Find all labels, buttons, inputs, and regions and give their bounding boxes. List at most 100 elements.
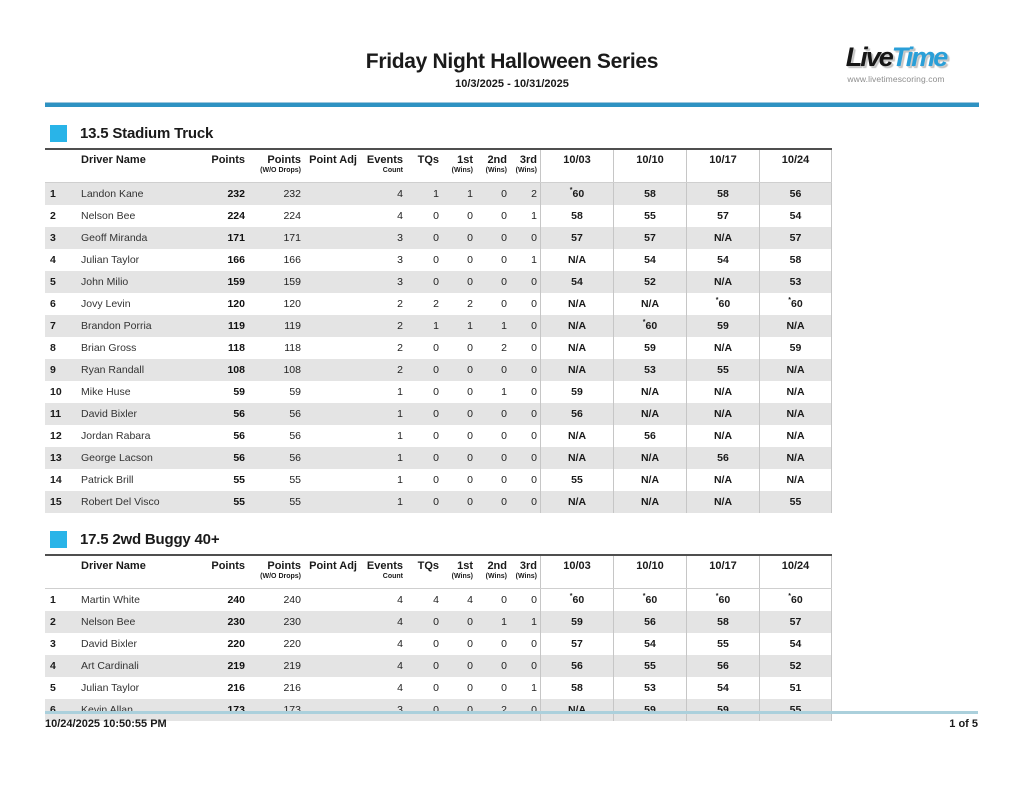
cell-events-count: 2 [397,342,403,355]
cell-wins-1st: 0 [467,254,473,267]
cell-rank: 4 [50,254,56,267]
cell-event-score: N/A [759,315,832,338]
cell-event-score: 55 [613,205,686,228]
cell-events-count: 1 [397,496,403,509]
class-section: 13.5 Stadium Truck Driver Name Points Point… [45,122,1024,514]
cell-tqs: 0 [433,682,439,695]
cell-points: 220 [227,638,245,651]
cell-event-score: 57 [613,227,686,250]
cell-event-score: 53 [759,271,832,294]
section-title: 17.5 2wd Buggy 40+ [80,530,220,548]
header-cell: Points (W/O Drops) [248,150,304,182]
cell-event-score: 51 [759,677,832,700]
cell-driver-name: Nelson Bee [81,616,136,629]
header-cell-date: 10/03 [540,556,613,589]
cell-event-score: N/A [759,381,832,404]
cell-points-wo-drops: 171 [283,232,301,245]
cell-event-score: 56 [613,425,686,448]
cell-event-score: N/A [759,359,832,382]
header-cell: TQs [406,150,442,182]
cell-points-wo-drops: 55 [289,474,301,487]
cell-tqs: 0 [433,386,439,399]
cell-events-count: 3 [360,699,406,721]
cell-rank: 14 [50,474,62,487]
cell-rank: 5 [50,276,56,289]
cell-points: 108 [227,364,245,377]
cell-event-score: 57 [540,227,613,250]
cell-points-wo-drops: 224 [283,210,301,223]
cell-event-score: 55 [759,699,832,722]
cell-events-count: 4 [397,660,403,673]
cell-rank: 9 [50,364,56,377]
cell-wins-2nd: 0 [501,232,507,245]
header-cell: Points [200,150,248,182]
header-cell: Points [200,556,248,588]
standings-sections: 13.5 Stadium Truck Driver Name Points Point… [45,122,1024,722]
cell-event-score: 58 [613,183,686,206]
header-sublabel: (Wins) [515,166,537,174]
header-date-label: 10/24 [781,154,810,167]
section-titlebar: 17.5 2wd Buggy 40+ [45,528,1024,550]
header-sublabel: (Wins) [515,572,537,580]
cell-wins-3rd: 0 [531,660,537,673]
cell-points-wo-drops: 119 [284,320,301,333]
header-cell-date: 10/03 [540,150,613,183]
header-cell: 1st (Wins) [442,556,476,588]
table-row: 14 Patrick Brill 55 55 1 0 0 0 0 55 N/A N/A N/A [45,469,832,492]
cell-point-adj [304,293,360,315]
cell-wins-1st: 0 [467,616,473,629]
cell-event-score: N/A [686,337,759,360]
cell-tqs: 0 [433,638,439,651]
logo-live-text: Live [845,42,894,72]
header-label: Points [211,560,245,573]
table-row: 10 Mike Huse 59 59 1 0 0 1 0 59 N/A N/A N/A [45,381,832,404]
cell-event-score: *60 [540,589,613,612]
header-date-label: 10/17 [709,560,737,573]
cell-tqs: 0 [433,496,439,509]
cell-event-score: *60 [613,315,686,338]
table-row: 1 Martin White 240 240 4 4 4 0 0 *60 *60 *60 *60 [45,589,832,612]
cell-tqs: 4 [433,594,439,607]
cell-driver-name: Art Cardinali [81,660,139,673]
cell-event-score: 54 [540,271,613,294]
cell-point-adj [304,183,360,205]
cell-events-count: 3 [397,232,403,245]
cell-event-score: N/A [759,447,832,470]
cell-event-score: N/A [613,381,686,404]
section-marker-icon [50,124,67,142]
header-cell: Point Adj [304,556,360,588]
cell-point-adj [304,677,360,699]
cell-rank: 6 [50,298,56,311]
cell-wins-3rd: 0 [531,232,537,245]
cell-point-adj [304,359,360,381]
cell-event-score: N/A [686,271,759,294]
cell-wins-2nd: 0 [501,276,507,289]
header-label: 1st [457,154,473,167]
cell-events-count: 3 [397,254,403,267]
header-date-label: 10/10 [636,154,664,167]
cell-wins-3rd: 1 [531,616,537,629]
cell-rank: 10 [50,386,62,399]
header-cell: Driver Name [78,150,200,182]
cell-points-wo-drops: 59 [289,386,301,399]
cell-points: 59 [233,386,245,399]
cell-tqs: 2 [433,298,439,311]
cell-points-wo-drops: 232 [283,188,301,201]
cell-points: 120 [227,298,245,311]
table-row: 6 Jovy Levin 120 120 2 2 2 0 0 N/A N/A *60 *60 [45,293,832,316]
cell-wins-3rd: 0 [531,320,537,333]
table-row: 2 Nelson Bee 230 230 4 0 0 1 1 59 56 58 57 [45,611,832,634]
cell-wins-1st: 0 [442,699,476,721]
cell-rank: 13 [50,452,62,465]
cell-tqs: 0 [433,408,439,421]
cell-wins-1st: 0 [467,682,473,695]
cell-events-count: 1 [397,430,403,443]
cell-wins-1st: 0 [467,210,473,223]
header-cell: 3rd (Wins) [510,150,540,182]
cell-point-adj [304,469,360,491]
cell-points-wo-drops: 56 [289,430,301,443]
header-label: Driver Name [81,154,146,167]
cell-point-adj [304,611,360,633]
report-date-range: 10/3/2025 - 10/31/2025 [455,78,569,91]
cell-event-score: N/A [613,403,686,426]
